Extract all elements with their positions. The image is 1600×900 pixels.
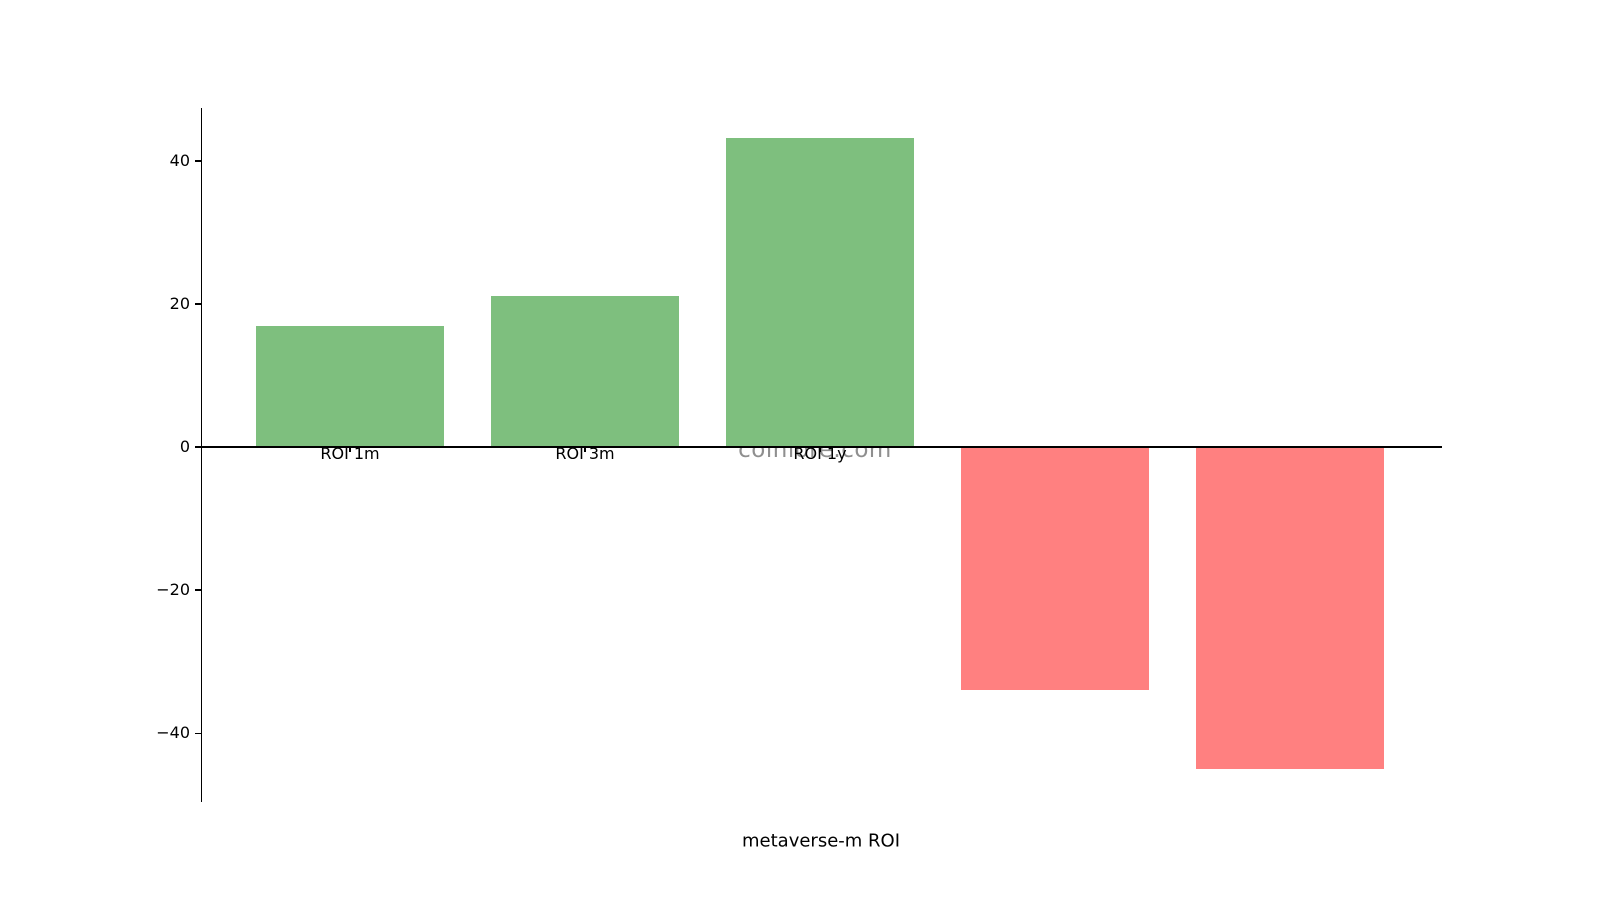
y-tick-label: 40 [169, 150, 190, 170]
x-tick-label: ROI 1y [793, 444, 847, 463]
bar-roi-1m [256, 326, 444, 446]
y-tick-label: 20 [169, 294, 190, 314]
bar-5 [1196, 447, 1384, 770]
y-tick [195, 732, 201, 735]
y-axis-spine [200, 108, 202, 802]
bar-4 [961, 447, 1149, 690]
x-tick-label: ROI 1m [320, 444, 380, 463]
y-tick-label: −20 [156, 580, 190, 600]
y-tick [195, 589, 201, 591]
y-tick [195, 160, 201, 162]
y-tick-label: 0 [179, 437, 190, 457]
bar-roi-3m [491, 296, 679, 446]
y-tick [195, 446, 201, 448]
chart-title: metaverse-m ROI [741, 830, 901, 852]
x-tick [349, 447, 351, 452]
x-tick [584, 447, 586, 452]
x-tick-label: ROI 3m [555, 444, 615, 463]
x-tick [819, 447, 821, 452]
y-tick [195, 303, 201, 305]
bar-roi-1y [726, 138, 914, 446]
x-axis-line [201, 446, 1442, 448]
y-tick-label: −40 [156, 723, 190, 743]
